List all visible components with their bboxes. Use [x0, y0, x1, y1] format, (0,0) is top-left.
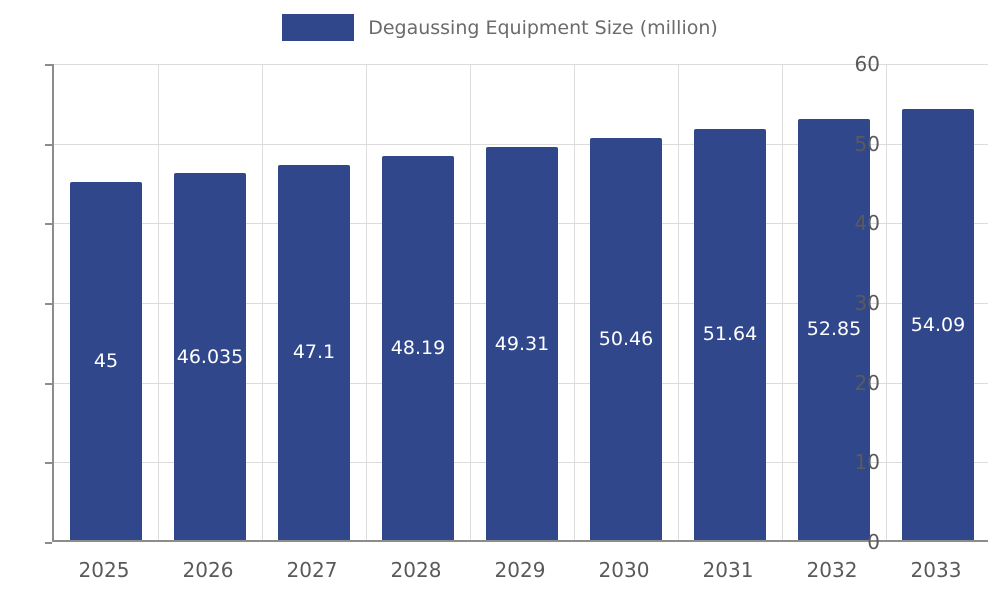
y-tick-label: 10	[854, 450, 880, 475]
x-tick-label: 2026	[182, 558, 234, 582]
y-tick-label: 50	[854, 131, 880, 156]
bar-2031: 51.64	[693, 128, 767, 540]
bar-value-label: 48.19	[390, 337, 446, 360]
bar-2029: 49.31	[485, 147, 559, 540]
legend[interactable]: Degaussing Equipment Size (million)	[0, 14, 1000, 41]
y-tick-label: 60	[854, 52, 880, 76]
v-gridline	[262, 64, 263, 540]
v-gridline	[886, 64, 887, 540]
v-gridline	[782, 64, 783, 540]
bar-2033: 54.09	[901, 109, 975, 540]
bar-2025: 45	[69, 181, 143, 540]
x-tick-label: 2027	[286, 558, 338, 582]
y-tick-label: 30	[854, 291, 880, 315]
bar-2030: 50.46	[589, 138, 663, 540]
legend-label: Degaussing Equipment Size (million)	[368, 16, 718, 39]
y-tick-mark	[45, 303, 52, 305]
y-tick-mark	[45, 462, 52, 465]
v-gridline	[574, 64, 575, 540]
x-tick-label: 2032	[806, 558, 858, 582]
y-tick-mark	[45, 223, 52, 226]
y-tick-label: 20	[854, 370, 880, 395]
bar-value-label: 50.46	[598, 328, 654, 350]
x-tick-label: 2029	[494, 558, 546, 582]
bar-2027: 47.1	[277, 164, 351, 540]
bar-2028: 48.19	[381, 156, 455, 540]
bar-value-label: 47.1	[292, 341, 336, 364]
bar-value-label: 54.09	[910, 313, 966, 336]
bar-2032: 52.85	[797, 118, 871, 540]
bar-value-label: 52.85	[806, 318, 862, 341]
bar-2026: 46.035	[173, 173, 247, 540]
legend-swatch	[282, 14, 355, 41]
v-gridline	[678, 64, 679, 540]
y-tick-mark	[45, 143, 52, 146]
h-gridline	[54, 64, 988, 65]
x-tick-label: 2033	[910, 558, 962, 582]
y-tick-mark	[45, 542, 52, 544]
x-tick-label: 2028	[390, 558, 442, 582]
plot-area: 45 46.035 47.1 48.19 49.31 50.46 51.64 52.85 54.…	[52, 64, 988, 542]
v-gridline	[470, 64, 471, 540]
v-gridline	[366, 64, 367, 540]
v-gridline	[158, 64, 159, 540]
bar-value-label: 46.035	[176, 345, 244, 368]
bar-value-label: 51.64	[702, 323, 758, 346]
y-tick-mark	[45, 382, 52, 385]
h-gridline	[54, 143, 988, 145]
x-tick-label: 2031	[702, 558, 754, 582]
y-tick-label: 0	[867, 530, 880, 554]
x-tick-label: 2030	[598, 558, 650, 582]
bar-value-label: 49.31	[494, 332, 550, 355]
y-tick-label: 40	[854, 211, 880, 236]
bar-value-label: 45	[93, 349, 119, 372]
y-tick-mark	[45, 64, 52, 66]
x-tick-label: 2025	[78, 558, 130, 582]
